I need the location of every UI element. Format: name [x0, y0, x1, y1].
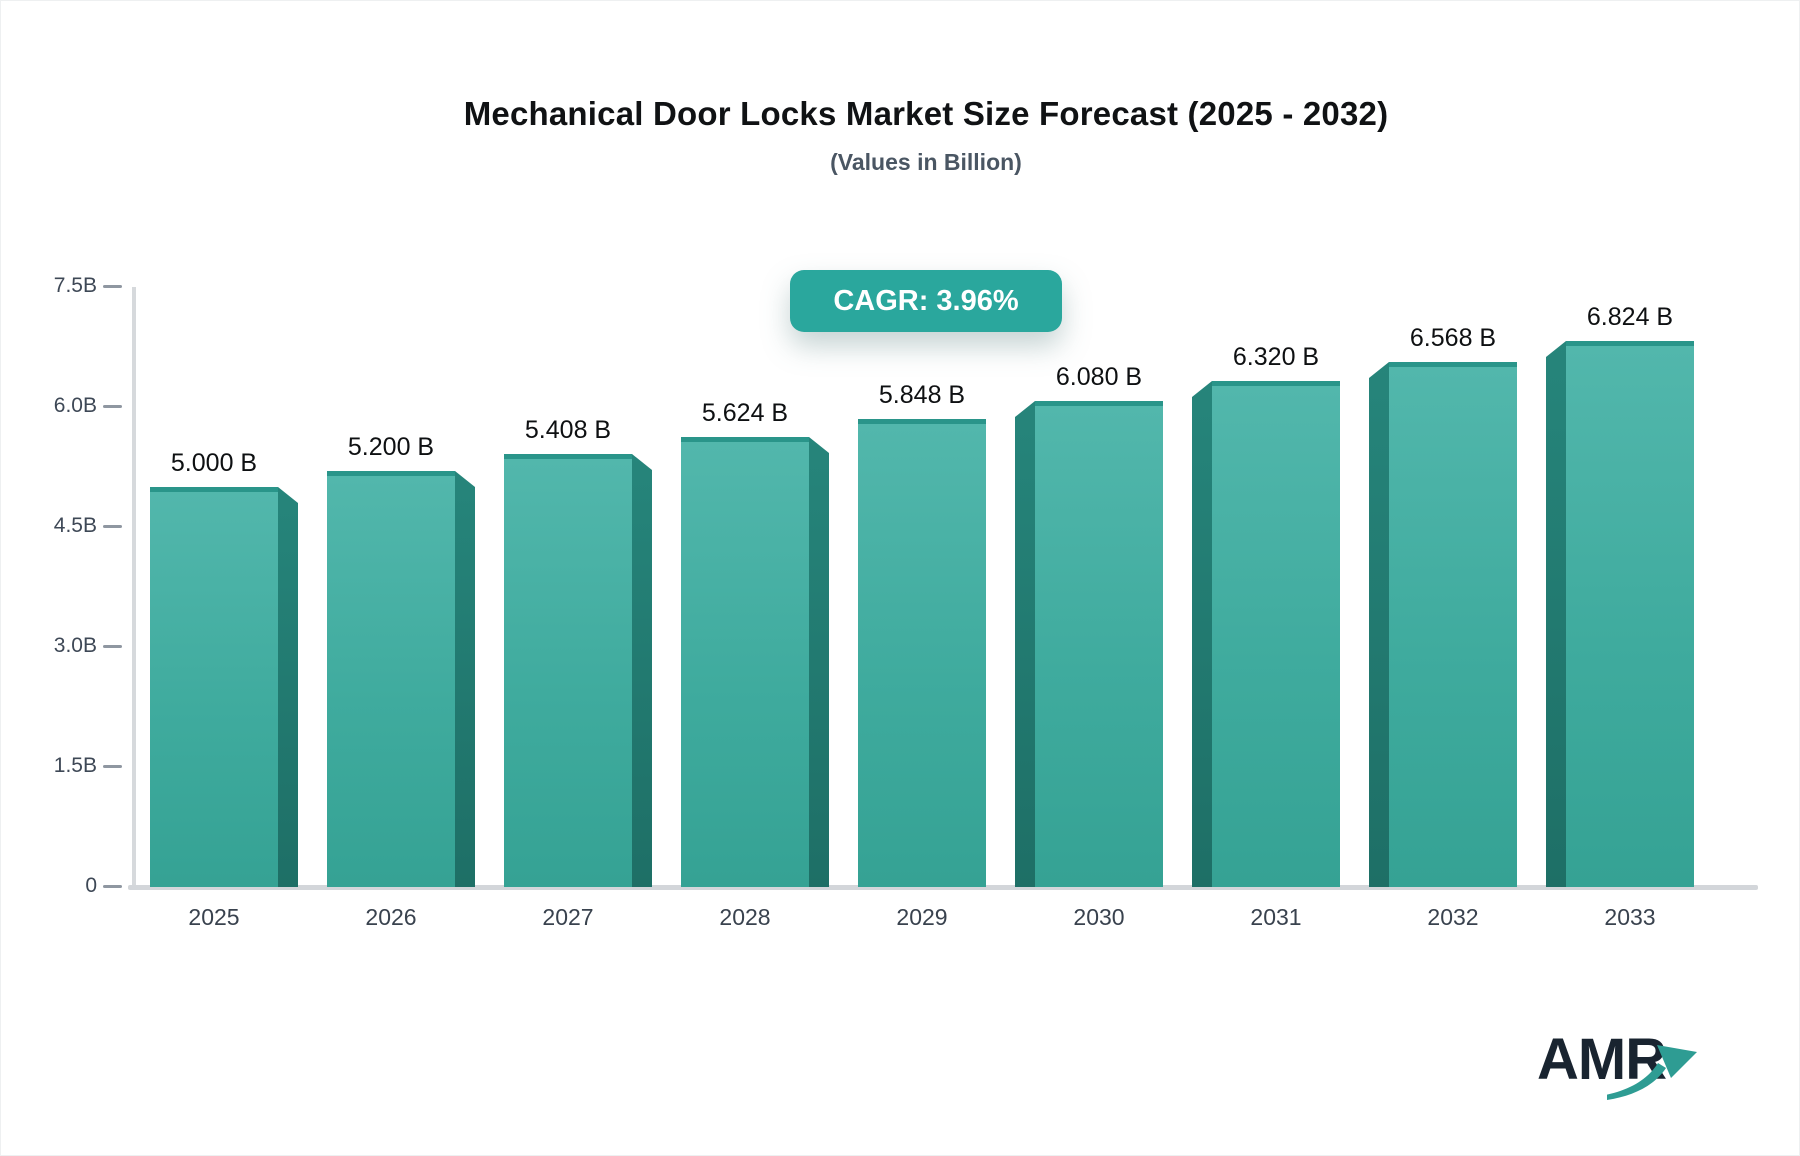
bar-value-label-2028: 5.624 B	[701, 399, 789, 427]
bar-value-label-2031: 6.320 B	[1232, 343, 1320, 371]
x-axis-label-2029: 2029	[896, 904, 948, 930]
bar-side-panel-2030	[1015, 401, 1035, 887]
trend-up-arrow-icon	[1607, 1045, 1697, 1100]
bar-2028	[681, 437, 809, 887]
x-axis-label-2028: 2028	[719, 904, 771, 930]
x-axis-label-2031: 2031	[1250, 904, 1302, 930]
bar-2026	[327, 471, 455, 887]
x-axis-label-2030: 2030	[1073, 904, 1125, 930]
x-axis-label-2025: 2025	[188, 904, 240, 930]
y-axis-tick-label: 4.5B	[53, 514, 97, 537]
y-axis-tick-mark	[103, 405, 122, 408]
x-axis-label-2033: 2033	[1604, 904, 1656, 930]
bar-value-label-2032: 6.568 B	[1409, 324, 1497, 352]
bar-side-panel-2031	[1192, 381, 1212, 887]
y-axis-tick-label: 6.0B	[53, 394, 97, 417]
bar-2025	[150, 487, 278, 887]
y-axis-tick-label: 7.5B	[53, 274, 97, 297]
bar-2027	[504, 454, 632, 887]
bar-2031	[1212, 381, 1340, 887]
chart-subtitle: (Values in Billion)	[830, 149, 1022, 175]
bar-2032	[1389, 362, 1517, 887]
x-axis-line	[128, 885, 1758, 890]
bar-side-panel-2032	[1369, 362, 1389, 887]
bar-2030	[1035, 401, 1163, 887]
x-axis-label-2026: 2026	[365, 904, 417, 930]
y-axis-tick-label: 0	[85, 874, 97, 897]
y-axis-tick-mark	[103, 765, 122, 768]
y-axis-tick-mark	[103, 525, 122, 528]
chart-header: Mechanical Door Locks Market Size Foreca…	[51, 1, 1799, 332]
bar-side-panel-2028	[809, 437, 829, 887]
y-axis-tick-mark	[103, 285, 122, 288]
bar-value-label-2033: 6.824 B	[1586, 303, 1674, 331]
y-axis-tick-mark	[103, 885, 122, 888]
bar-side-panel-2025	[278, 487, 298, 887]
bar-value-label-2025: 5.000 B	[170, 449, 258, 477]
bar-2029	[858, 419, 986, 887]
bar-value-label-2030: 6.080 B	[1055, 363, 1143, 391]
x-axis-label-2032: 2032	[1427, 904, 1479, 930]
bar-value-label-2029: 5.848 B	[878, 381, 966, 409]
bar-value-label-2027: 5.408 B	[524, 416, 612, 444]
chart-title: Mechanical Door Locks Market Size Foreca…	[463, 95, 1389, 132]
bar-side-panel-2026	[455, 471, 475, 887]
amr-logo: AMR	[1537, 1031, 1717, 1111]
bar-2033	[1566, 341, 1694, 887]
cagr-badge: CAGR: 3.96%	[790, 270, 1062, 332]
y-axis-tick-label: 1.5B	[53, 754, 97, 777]
bar-side-panel-2027	[632, 454, 652, 887]
y-axis-tick-mark	[103, 645, 122, 648]
y-axis-line	[132, 287, 136, 888]
bar-value-label-2026: 5.200 B	[347, 433, 435, 461]
bar-side-panel-2033	[1546, 341, 1566, 887]
x-axis-label-2027: 2027	[542, 904, 594, 930]
y-axis-tick-label: 3.0B	[53, 634, 97, 657]
